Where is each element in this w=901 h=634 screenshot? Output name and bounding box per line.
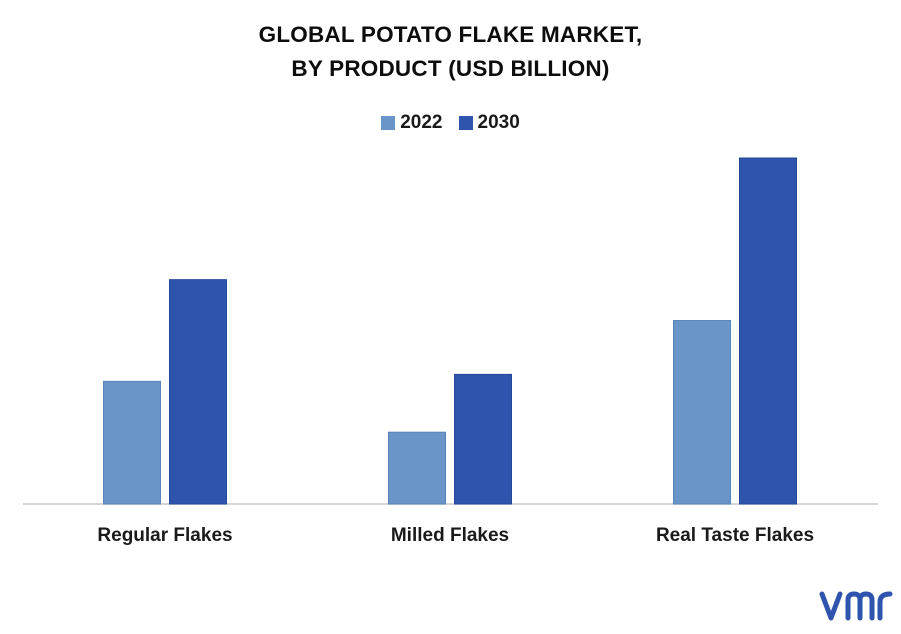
x-tick-label: Milled Flakes (391, 525, 509, 546)
legend-label-2030: 2030 (477, 112, 520, 133)
legend-swatch-2030 (458, 116, 473, 130)
legend-item-2022: 2022 (381, 112, 443, 134)
chart-title: GLOBAL POTATO FLAKE MARKET, BY PRODUCT (… (0, 18, 901, 86)
bar-2022-real-taste-flakes (673, 320, 731, 505)
bar-2030-milled-flakes (454, 373, 512, 505)
legend-label-2022: 2022 (400, 112, 443, 133)
x-tick-label: Regular Flakes (97, 525, 232, 546)
bar-2022-regular-flakes (103, 380, 161, 505)
x-tick-label: Real Taste Flakes (656, 525, 814, 546)
chart-legend: 2022 2030 (0, 112, 901, 134)
bar-2030-regular-flakes (169, 279, 227, 505)
chart-title-line-1: GLOBAL POTATO FLAKE MARKET, (258, 22, 643, 47)
vmr-logo-icon (819, 591, 893, 621)
legend-item-2030: 2030 (458, 112, 520, 134)
chart-title-line-2: BY PRODUCT (USD BILLION) (291, 56, 610, 81)
bar-2030-real-taste-flakes (739, 157, 797, 505)
bar-2022-milled-flakes (388, 431, 446, 505)
legend-swatch-2022 (381, 116, 396, 130)
